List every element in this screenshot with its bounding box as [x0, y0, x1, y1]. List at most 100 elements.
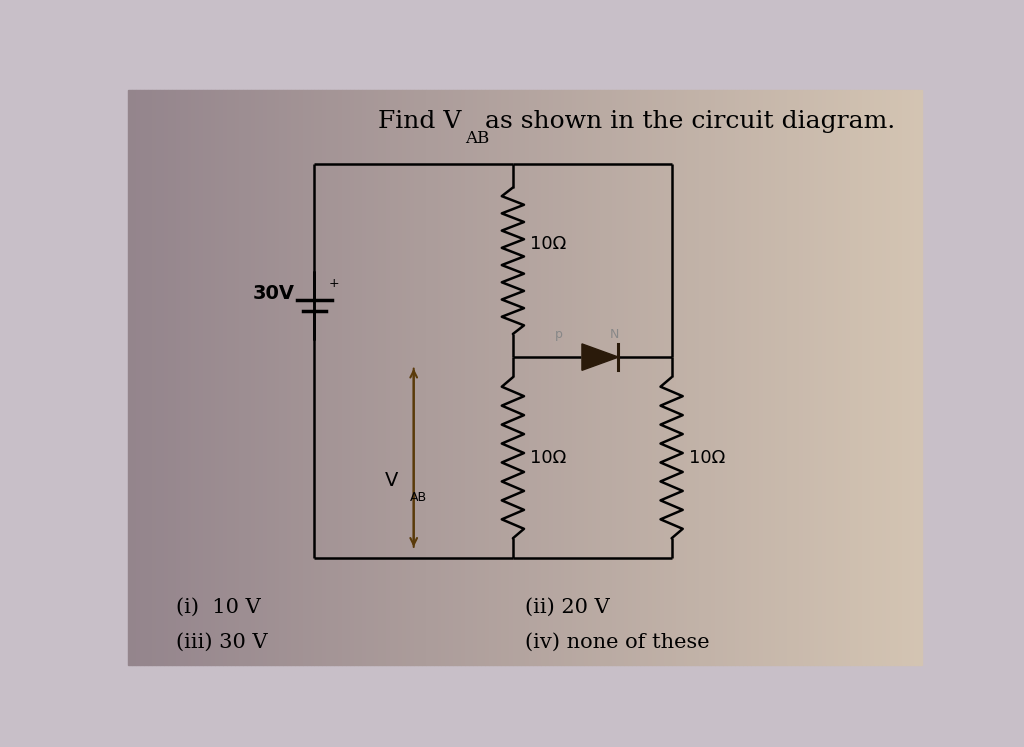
- Bar: [814, 90, 818, 665]
- Bar: [568, 90, 572, 665]
- Bar: [585, 90, 588, 665]
- Text: (iv) none of these: (iv) none of these: [524, 632, 710, 651]
- Bar: [695, 90, 699, 665]
- Bar: [295, 90, 299, 665]
- Bar: [581, 90, 585, 665]
- Bar: [200, 90, 204, 665]
- Bar: [672, 90, 676, 665]
- Bar: [830, 90, 835, 665]
- Bar: [176, 90, 179, 665]
- Bar: [270, 90, 274, 665]
- Bar: [422, 90, 426, 665]
- Bar: [652, 90, 655, 665]
- Bar: [465, 90, 469, 665]
- Bar: [577, 90, 581, 665]
- Bar: [513, 90, 517, 665]
- Bar: [323, 90, 327, 665]
- Bar: [338, 90, 342, 665]
- Bar: [354, 90, 358, 665]
- Bar: [913, 90, 918, 665]
- Bar: [873, 90, 878, 665]
- Text: N: N: [609, 328, 620, 341]
- Bar: [691, 90, 695, 665]
- Bar: [494, 90, 497, 665]
- Text: (iii) 30 V: (iii) 30 V: [176, 632, 267, 651]
- Bar: [549, 90, 553, 665]
- Bar: [397, 90, 401, 665]
- Bar: [367, 90, 370, 665]
- Bar: [727, 90, 731, 665]
- Bar: [168, 90, 172, 665]
- Text: (i)  10 V: (i) 10 V: [176, 598, 260, 617]
- Text: V: V: [384, 471, 397, 490]
- Text: 10Ω: 10Ω: [530, 449, 566, 467]
- Bar: [505, 90, 509, 665]
- Bar: [818, 90, 822, 665]
- Bar: [839, 90, 842, 665]
- Bar: [187, 90, 191, 665]
- Bar: [870, 90, 874, 665]
- Bar: [905, 90, 909, 665]
- Bar: [771, 90, 775, 665]
- Bar: [668, 90, 672, 665]
- Bar: [299, 90, 303, 665]
- Bar: [723, 90, 727, 665]
- Bar: [612, 90, 616, 665]
- Bar: [327, 90, 331, 665]
- Bar: [243, 90, 247, 665]
- Bar: [620, 90, 624, 665]
- Bar: [310, 90, 314, 665]
- Bar: [458, 90, 461, 665]
- Bar: [314, 90, 318, 665]
- Bar: [362, 90, 367, 665]
- Bar: [850, 90, 854, 665]
- Bar: [291, 90, 295, 665]
- Bar: [878, 90, 882, 665]
- Bar: [183, 90, 187, 665]
- Bar: [358, 90, 362, 665]
- Bar: [628, 90, 632, 665]
- Bar: [636, 90, 640, 665]
- Bar: [136, 90, 140, 665]
- Bar: [748, 90, 751, 665]
- Bar: [918, 90, 922, 665]
- Bar: [719, 90, 723, 665]
- Bar: [866, 90, 870, 665]
- Bar: [140, 90, 143, 665]
- Bar: [406, 90, 410, 665]
- Bar: [624, 90, 628, 665]
- Text: (ii) 20 V: (ii) 20 V: [524, 598, 609, 617]
- Bar: [767, 90, 771, 665]
- Bar: [227, 90, 231, 665]
- Bar: [306, 90, 310, 665]
- Bar: [450, 90, 454, 665]
- Bar: [592, 90, 596, 665]
- Bar: [588, 90, 592, 665]
- Bar: [378, 90, 382, 665]
- Bar: [433, 90, 437, 665]
- Bar: [532, 90, 537, 665]
- Bar: [473, 90, 477, 665]
- Bar: [263, 90, 267, 665]
- Bar: [882, 90, 886, 665]
- Bar: [461, 90, 465, 665]
- Bar: [437, 90, 441, 665]
- Bar: [481, 90, 485, 665]
- Bar: [528, 90, 532, 665]
- Bar: [414, 90, 418, 665]
- Bar: [648, 90, 651, 665]
- Bar: [477, 90, 481, 665]
- Bar: [179, 90, 183, 665]
- Bar: [303, 90, 306, 665]
- Bar: [251, 90, 255, 665]
- Bar: [401, 90, 406, 665]
- Bar: [128, 90, 132, 665]
- Bar: [596, 90, 600, 665]
- Bar: [858, 90, 862, 665]
- Bar: [426, 90, 430, 665]
- Bar: [331, 90, 335, 665]
- Bar: [759, 90, 763, 665]
- Bar: [346, 90, 350, 665]
- Bar: [608, 90, 612, 665]
- Bar: [374, 90, 378, 665]
